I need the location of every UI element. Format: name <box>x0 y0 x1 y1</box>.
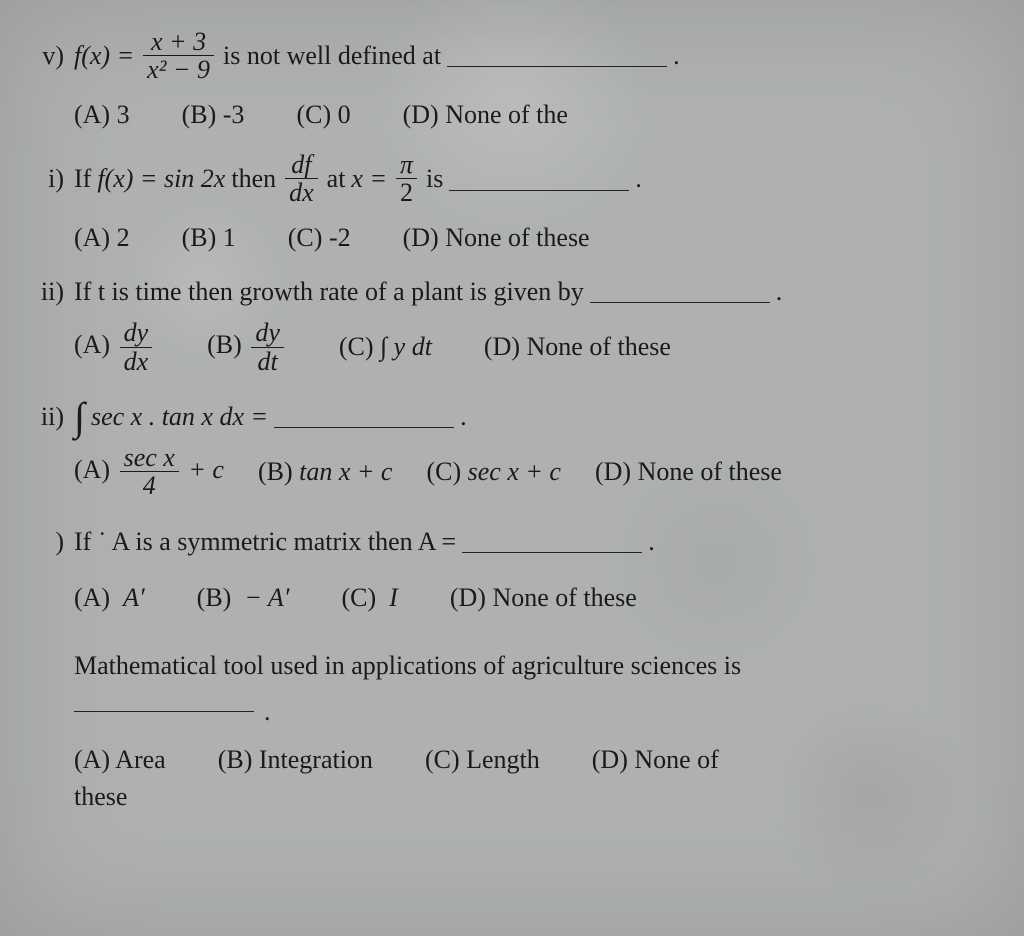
option-a: (A) dy dx <box>74 319 155 375</box>
deriv-top: df <box>285 151 318 179</box>
stem-text: f(x) = x + 3 x² − 9 is not well defined … <box>74 28 994 84</box>
pi-bot: 2 <box>396 179 417 206</box>
xeq: x = <box>351 161 387 196</box>
option-a: (A) 3 <box>74 94 130 136</box>
option-c: (C) sec x + c <box>426 451 561 493</box>
option-c: (C) I <box>342 577 398 619</box>
options-row: (A) 3 (B) -3 (C) 0 (D) None of the <box>74 94 994 136</box>
question-number: ii) <box>20 274 64 309</box>
stem: If t is time then growth rate of a plant… <box>74 274 584 309</box>
question-stem: i) If f(x) = sin 2x then df dx at x = π … <box>20 151 994 207</box>
fx-lhs: f(x) = <box>74 38 134 73</box>
option-d: (D) None of these <box>403 217 590 259</box>
option-d: (D) None of these <box>595 451 782 493</box>
option-d: (D) None of the <box>403 94 568 136</box>
question-stem: Mathematical tool used in applications o… <box>20 648 994 683</box>
stem-suffix: is not well defined at <box>223 38 441 73</box>
pi-over-2: π 2 <box>396 151 417 207</box>
option-b: (B) tan x + c <box>258 451 393 493</box>
options-row: (A) Area (B) Integration (C) Length (D) … <box>74 739 994 781</box>
trailing-text: these <box>74 776 127 818</box>
answer-blank <box>74 711 254 712</box>
answer-blank <box>274 405 454 428</box>
option-d: (D) None of these <box>484 326 671 368</box>
option-b: (B) -3 <box>182 94 245 136</box>
option-c: (C) ∫ y dt <box>339 326 432 368</box>
question-stem: v) f(x) = x + 3 x² − 9 is not well defin… <box>20 28 994 84</box>
stem-text: Mathematical tool used in applications o… <box>74 648 994 683</box>
terminal: . <box>264 694 271 729</box>
options-row: (A) dy dx (B) dy dt (C) ∫ y dt (D) None … <box>74 319 994 375</box>
fraction: x + 3 x² − 9 <box>143 28 214 84</box>
t2: then <box>231 161 276 196</box>
fraction-top: x + 3 <box>143 28 214 56</box>
option-b: (B) 1 <box>182 217 236 259</box>
secx-over-4: sec x 4 <box>120 444 179 500</box>
blank-row: . <box>74 694 994 729</box>
question-ii-integral: ii) ∫ sec x . tan x dx = . (A) sec x 4 +… <box>20 399 994 500</box>
option-a: (A) 2 <box>74 217 130 259</box>
stem-text: If ˙ A is a symmetric matrix then A = . <box>74 524 994 559</box>
terminal: . <box>673 38 680 73</box>
dy-dt: dy dt <box>251 319 284 375</box>
options-row: (A) 2 (B) 1 (C) -2 (D) None of these <box>74 217 994 259</box>
option-c: (C) Length <box>425 739 540 781</box>
question-ii-growth: ii) If t is time then growth rate of a p… <box>20 274 994 375</box>
terminal: . <box>635 161 642 196</box>
stem-text: ∫ sec x . tan x dx = . <box>74 399 994 434</box>
df-dx: df dx <box>285 151 318 207</box>
deriv-bot: dx <box>285 179 318 206</box>
answer-blank <box>449 167 629 190</box>
option-a: (A) A′ <box>74 577 145 619</box>
option-b: (B) − A′ <box>197 577 290 619</box>
options-row: (A) A′ (B) − A′ (C) I (D) None of these <box>74 577 994 619</box>
stem-text: If f(x) = sin 2x then df dx at x = π 2 i… <box>74 151 994 207</box>
question-stem: ii) ∫ sec x . tan x dx = . <box>20 399 994 434</box>
t4: is <box>426 161 443 196</box>
terminal: . <box>460 399 467 434</box>
option-a: (A) Area <box>74 739 166 781</box>
option-d: (D) None of these <box>450 577 637 619</box>
fraction-bot: x² − 9 <box>143 56 214 83</box>
integrand: sec x . tan x dx = <box>91 399 268 434</box>
fx: f(x) = sin 2x <box>97 161 225 196</box>
trailing-row: these <box>74 776 994 818</box>
terminal: . <box>776 274 783 309</box>
question-stem: ii) If t is time then growth rate of a p… <box>20 274 994 309</box>
t1: If <box>74 161 91 196</box>
answer-blank <box>590 280 770 303</box>
question-i: i) If f(x) = sin 2x then df dx at x = π … <box>20 151 994 258</box>
answer-blank <box>447 44 667 67</box>
options-row: (A) sec x 4 + c (B) tan x + c (C) sec x … <box>74 444 994 500</box>
stem: If ˙ A is a symmetric matrix then A = <box>74 524 456 559</box>
terminal: . <box>648 524 655 559</box>
stem-text: If t is time then growth rate of a plant… <box>74 274 994 309</box>
option-a: (A) sec x 4 + c <box>74 444 224 500</box>
stem: Mathematical tool used in applications o… <box>74 648 741 683</box>
question-v: v) f(x) = x + 3 x² − 9 is not well defin… <box>20 28 994 135</box>
question-symmetric: ) If ˙ A is a symmetric matrix then A = … <box>20 524 994 619</box>
option-b: (B) Integration <box>218 739 373 781</box>
question-number: i) <box>20 161 64 196</box>
question-stem: ) If ˙ A is a symmetric matrix then A = … <box>20 524 994 559</box>
option-c: (C) -2 <box>288 217 351 259</box>
question-number: ii) <box>20 399 64 434</box>
option-b: (B) dy dt <box>207 319 287 375</box>
pi-top: π <box>396 151 417 179</box>
option-c: (C) 0 <box>296 94 350 136</box>
answer-blank <box>462 530 642 553</box>
t3: at <box>327 161 346 196</box>
exam-page: v) f(x) = x + 3 x² − 9 is not well defin… <box>0 0 1024 936</box>
question-number: v) <box>20 38 64 73</box>
question-number: ) <box>20 524 64 559</box>
question-tool: Mathematical tool used in applications o… <box>20 648 994 817</box>
option-d: (D) None of <box>592 739 719 781</box>
dy-dx: dy dx <box>120 319 153 375</box>
